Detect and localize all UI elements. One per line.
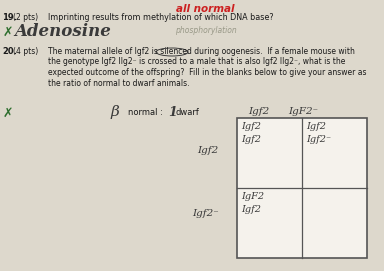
Text: (2 pts): (2 pts): [13, 13, 38, 22]
Text: normal :: normal :: [128, 108, 163, 117]
Text: IgF2: IgF2: [241, 192, 264, 201]
Text: ✗: ✗: [3, 26, 13, 39]
Text: Imprinting results from methylation of which DNA base?: Imprinting results from methylation of w…: [48, 13, 274, 22]
Text: Igf2: Igf2: [248, 107, 269, 116]
Text: Igf2⁻: Igf2⁻: [192, 209, 219, 218]
Text: expected outcome of the offspring?  Fill in the blanks below to give your answer: expected outcome of the offspring? Fill …: [48, 68, 366, 77]
Text: the ratio of normal to dwarf animals.: the ratio of normal to dwarf animals.: [48, 79, 189, 88]
Bar: [237, 118, 367, 258]
Text: 1: 1: [168, 106, 177, 119]
Text: phosphorylation: phosphorylation: [175, 26, 237, 35]
Text: The maternal allele of Igf2 is silenced during oogenesis.  If a female mouse wit: The maternal allele of Igf2 is silenced …: [48, 47, 355, 56]
Text: Adenosine: Adenosine: [14, 23, 111, 40]
Text: ✗: ✗: [3, 107, 13, 120]
Text: 19.: 19.: [2, 13, 17, 22]
Text: all normal: all normal: [176, 4, 234, 14]
Text: (4 pts): (4 pts): [13, 47, 38, 56]
Text: Igf2: Igf2: [241, 122, 261, 131]
Text: β: β: [110, 105, 119, 119]
Text: Igf2⁻: Igf2⁻: [306, 135, 331, 144]
Text: IgF2⁻: IgF2⁻: [288, 107, 318, 116]
Text: Igf2: Igf2: [241, 135, 261, 144]
Text: Igf2: Igf2: [241, 205, 261, 214]
Text: Igf2: Igf2: [306, 122, 326, 131]
Text: dwarf: dwarf: [175, 108, 199, 117]
Text: the genotype Igf2 IIg2⁻ is crossed to a male that is also Igf2 IIg2⁻, what is th: the genotype Igf2 IIg2⁻ is crossed to a …: [48, 57, 345, 66]
Text: Igf2: Igf2: [197, 146, 218, 155]
Text: 20.: 20.: [2, 47, 17, 56]
